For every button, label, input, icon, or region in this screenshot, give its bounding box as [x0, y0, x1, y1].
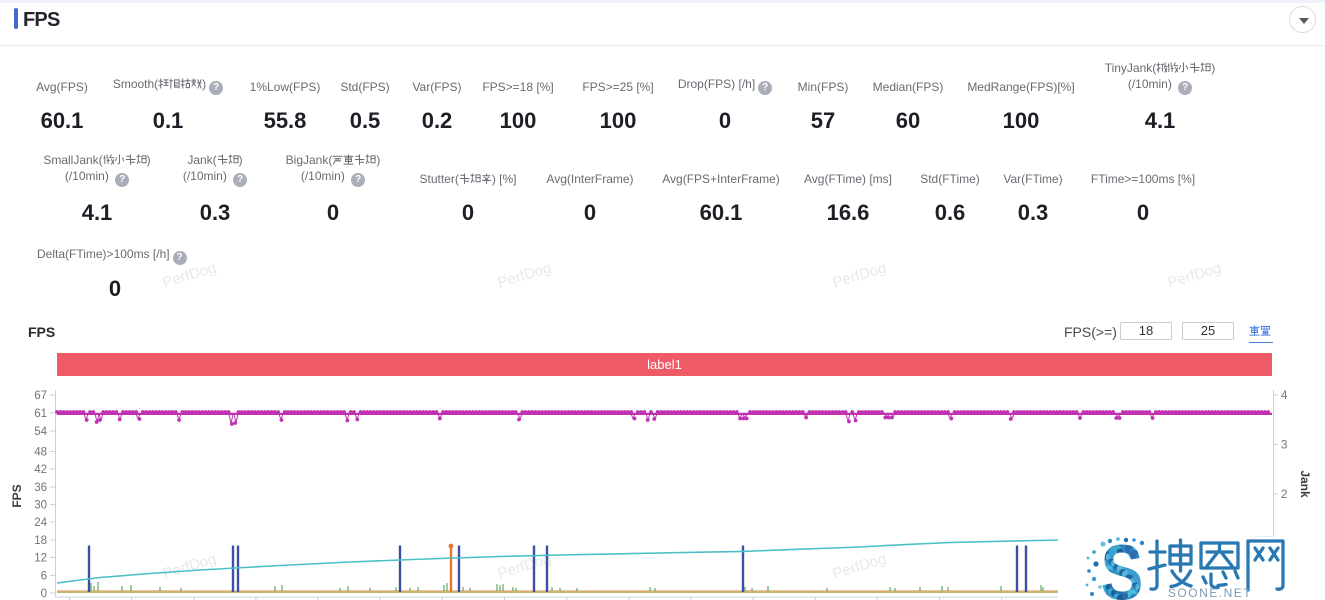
svg-text:36: 36 [34, 482, 47, 494]
svg-text:2: 2 [1281, 489, 1287, 501]
svg-text:4: 4 [1281, 390, 1288, 402]
svg-text:FPS: FPS [10, 484, 24, 507]
svg-text:3: 3 [1281, 440, 1287, 452]
svg-text:12: 12 [34, 553, 47, 565]
svg-text:48: 48 [34, 447, 47, 459]
svg-text:18: 18 [34, 535, 47, 547]
svg-text:42: 42 [34, 464, 47, 476]
svg-text:SOONE.NET: SOONE.NET [1168, 586, 1252, 600]
svg-text:0: 0 [41, 588, 47, 600]
svg-text:24: 24 [34, 517, 47, 529]
svg-text:30: 30 [34, 500, 47, 512]
svg-text:67: 67 [34, 390, 47, 402]
svg-text:Jank: Jank [1298, 470, 1312, 498]
svg-text:54: 54 [34, 426, 47, 438]
svg-text:61: 61 [34, 408, 47, 420]
svg-text:6: 6 [41, 571, 47, 583]
